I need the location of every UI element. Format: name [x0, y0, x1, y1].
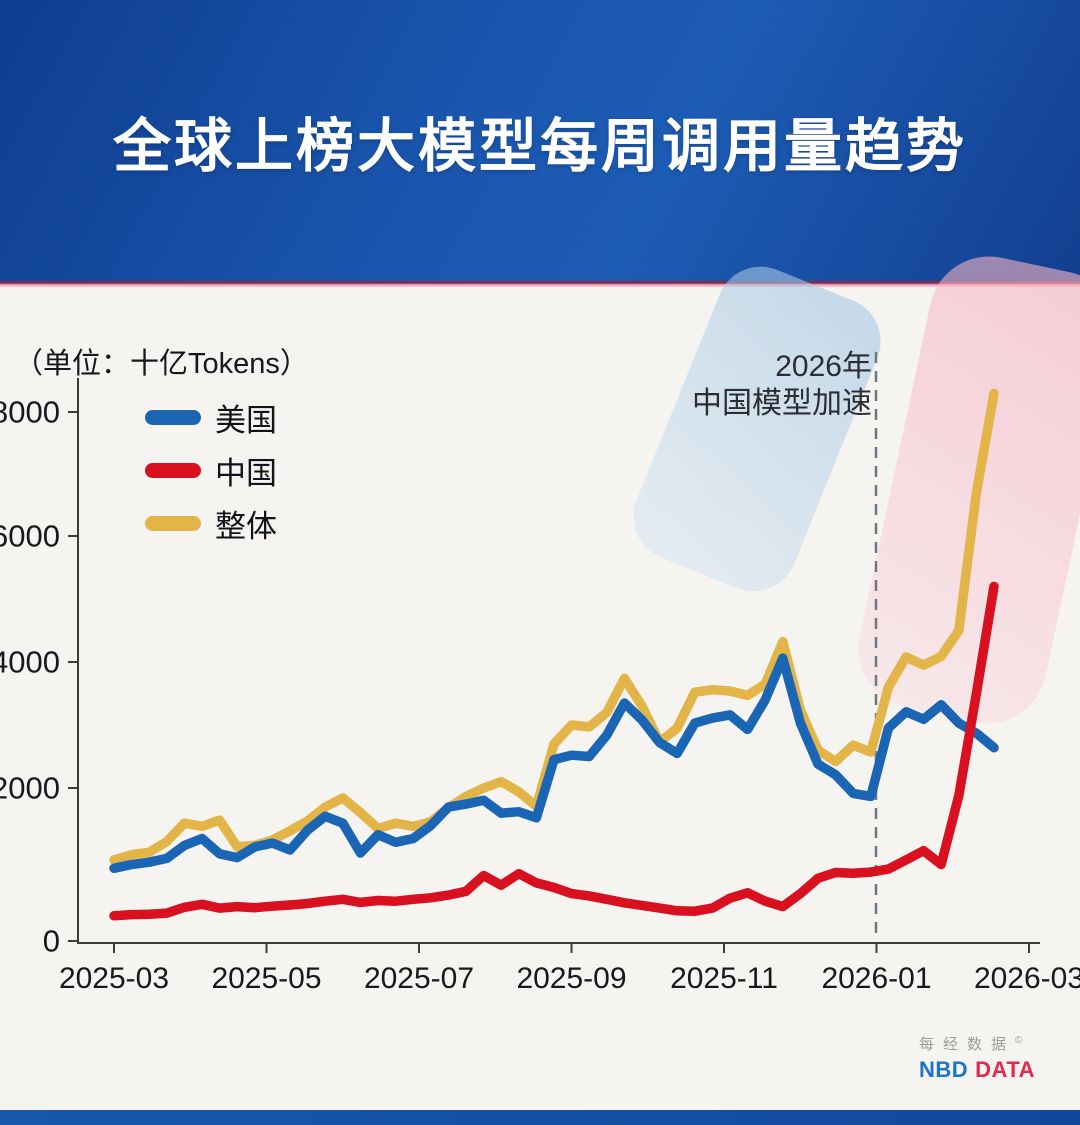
y-tick-label: 4000	[0, 645, 60, 680]
brand-cn-text: 每经数据	[919, 1036, 1016, 1053]
legend-swatch-usa	[145, 410, 201, 425]
brand-name-en: NBD DATA	[919, 1057, 1035, 1083]
legend-swatch-china	[145, 463, 201, 478]
y-tick-label: 2000	[0, 771, 60, 806]
header-divider	[0, 281, 1080, 287]
x-tick-label: 2026-03	[974, 962, 1080, 995]
copyright-mark: ©	[1015, 1035, 1023, 1046]
legend-item-overall: 整体	[145, 506, 277, 544]
header-banner: 全球上榜大模型每周调用量趋势	[0, 0, 1080, 281]
y-tick-label: 6000	[0, 519, 60, 554]
footer-bar	[0, 1110, 1080, 1125]
x-tick-label: 2025-11	[670, 962, 778, 995]
chart-annotation: 2026年 中国模型加速	[692, 348, 872, 422]
annotation-line1: 2026年	[775, 350, 872, 383]
y-tick-label: 0	[43, 924, 60, 959]
axes-spines	[77, 378, 1040, 944]
x-tick-label: 2025-09	[516, 962, 626, 995]
series-line-china	[109, 581, 999, 921]
brand-en-data: DATA	[975, 1057, 1036, 1082]
legend-item-usa: 美国	[145, 400, 277, 438]
brand-name-cn: 每经数据©	[919, 1033, 1035, 1054]
x-tick-label: 2025-03	[59, 962, 169, 995]
brand-logo: 每经数据© NBD DATA	[919, 1033, 1035, 1083]
legend-item-china: 中国	[145, 453, 277, 491]
series-line-usa	[109, 653, 999, 874]
legend-swatch-overall	[145, 516, 201, 531]
legend-label-china: 中国	[215, 456, 277, 491]
brand-en-nbd: NBD	[919, 1057, 969, 1082]
x-tick-label: 2025-07	[364, 962, 474, 995]
page-title: 全球上榜大模型每周调用量趋势	[112, 113, 967, 179]
x-tick-label: 2025-05	[211, 962, 321, 995]
legend: 美国 中国 整体	[145, 400, 277, 559]
legend-label-usa: 美国	[215, 403, 277, 438]
annotation-line2: 中国模型加速	[692, 387, 872, 420]
unit-label: （单位：十亿Tokens）	[14, 348, 309, 380]
x-tick-label: 2026-01	[821, 962, 931, 995]
legend-label-overall: 整体	[215, 509, 277, 544]
y-tick-label: 8000	[0, 395, 60, 430]
